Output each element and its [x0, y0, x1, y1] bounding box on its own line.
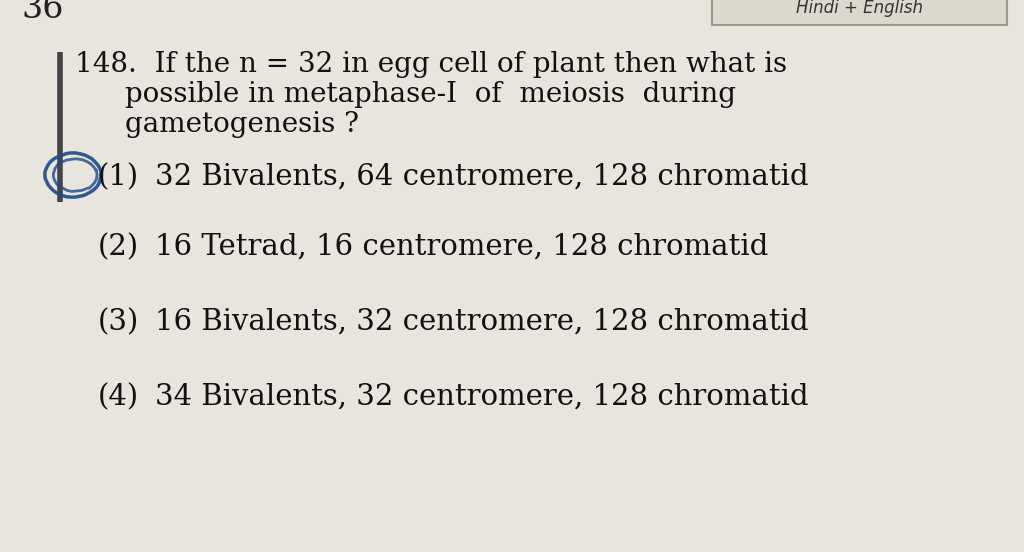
- Text: 32 Bivalents, 64 centromere, 128 chromatid: 32 Bivalents, 64 centromere, 128 chromat…: [155, 163, 809, 191]
- Text: gametogenesis ?: gametogenesis ?: [125, 112, 359, 139]
- Text: 148.  If the n = 32 in egg cell of plant then what is: 148. If the n = 32 in egg cell of plant …: [75, 51, 787, 78]
- Text: (2): (2): [98, 233, 139, 261]
- Text: (3): (3): [98, 308, 139, 336]
- Text: Hindi + English: Hindi + English: [797, 0, 924, 17]
- Text: 36: 36: [22, 0, 65, 25]
- Text: (1): (1): [98, 163, 139, 191]
- FancyBboxPatch shape: [712, 0, 1007, 25]
- Text: 34 Bivalents, 32 centromere, 128 chromatid: 34 Bivalents, 32 centromere, 128 chromat…: [155, 383, 809, 411]
- Text: possible in metaphase-I  of  meiosis  during: possible in metaphase-I of meiosis durin…: [125, 82, 736, 109]
- Text: 16 Tetrad, 16 centromere, 128 chromatid: 16 Tetrad, 16 centromere, 128 chromatid: [155, 233, 768, 261]
- Text: 16 Bivalents, 32 centromere, 128 chromatid: 16 Bivalents, 32 centromere, 128 chromat…: [155, 308, 809, 336]
- Text: (4): (4): [98, 383, 139, 411]
